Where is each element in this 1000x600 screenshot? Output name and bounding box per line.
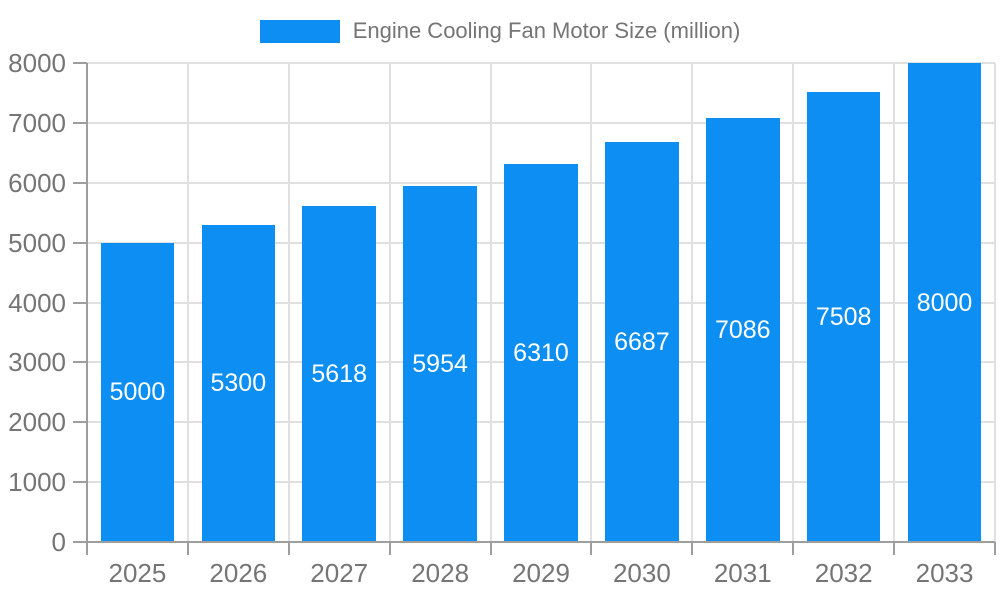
bar-value-label: 5000 (109, 378, 166, 407)
bar (504, 164, 578, 542)
x-tick-label: 2028 (411, 558, 470, 588)
y-tick-label: 4000 (8, 287, 66, 318)
x-tick (590, 542, 593, 555)
x-tick-label: 2026 (209, 558, 268, 588)
bar-value-label: 5618 (311, 359, 368, 388)
x-tick (994, 542, 996, 555)
y-tick-label: 3000 (8, 347, 66, 378)
bar (403, 185, 477, 542)
x-tick (792, 542, 795, 555)
x-tick (388, 542, 391, 555)
bar-value-label: 7086 (714, 315, 771, 344)
y-tick-label: 8000 (8, 48, 66, 78)
bar (806, 92, 881, 542)
y-tick (73, 541, 87, 543)
x-tick-label: 2025 (108, 558, 167, 588)
x-tick (691, 542, 694, 555)
legend: Engine Cooling Fan Motor Size (million) (0, 18, 1000, 44)
bar-value-label: 5300 (210, 369, 267, 398)
legend-color-swatch-icon (259, 19, 340, 43)
y-tick-label: 0 (51, 527, 66, 557)
y-tick (73, 421, 87, 424)
bar (302, 205, 377, 542)
bar (201, 224, 276, 542)
bar-value-label: 7508 (815, 303, 872, 332)
legend-label: Engine Cooling Fan Motor Size (million) (352, 18, 741, 43)
y-tick (73, 62, 87, 64)
x-tick-label: 2033 (915, 558, 974, 588)
y-axis-line (86, 63, 88, 555)
y-tick-label: 7000 (8, 107, 66, 138)
y-tick (73, 121, 87, 124)
x-tick-label: 2032 (814, 558, 873, 588)
gridline-vertical (994, 63, 996, 542)
bar-value-label: 5954 (412, 349, 468, 378)
gridline-vertical (691, 63, 694, 542)
x-tick-label: 2027 (310, 558, 369, 588)
gridline-vertical (287, 63, 290, 542)
y-tick (73, 241, 87, 244)
x-tick-label: 2030 (612, 558, 671, 588)
gridline-vertical (489, 63, 492, 542)
x-axis-line (73, 541, 995, 543)
x-tick (86, 542, 88, 555)
bar-value-label: 6310 (513, 339, 569, 368)
x-tick (287, 542, 290, 555)
bar (605, 141, 679, 542)
gridline-vertical (893, 63, 896, 542)
bar (907, 63, 982, 542)
gridline-vertical (792, 63, 795, 542)
y-tick-label: 2000 (8, 407, 66, 438)
gridline-vertical (590, 63, 593, 542)
y-tick (73, 301, 87, 304)
x-tick (893, 542, 896, 555)
y-tick (73, 181, 87, 184)
x-tick (186, 542, 189, 555)
y-tick-label: 5000 (8, 227, 66, 258)
gridline-vertical (186, 63, 189, 542)
bar-value-label: 6687 (614, 327, 670, 356)
bar-value-label: 8000 (916, 288, 973, 317)
y-tick (73, 481, 87, 484)
x-tick-label: 2031 (713, 558, 772, 588)
y-tick-label: 6000 (8, 167, 66, 198)
bar (100, 242, 175, 542)
bar (705, 117, 780, 542)
x-tick (489, 542, 492, 555)
y-tick-label: 1000 (8, 467, 66, 498)
x-tick-label: 2029 (512, 558, 570, 588)
y-tick (73, 361, 87, 364)
gridline-horizontal (87, 121, 995, 124)
gridline-horizontal (87, 62, 995, 64)
gridline-vertical (388, 63, 391, 542)
